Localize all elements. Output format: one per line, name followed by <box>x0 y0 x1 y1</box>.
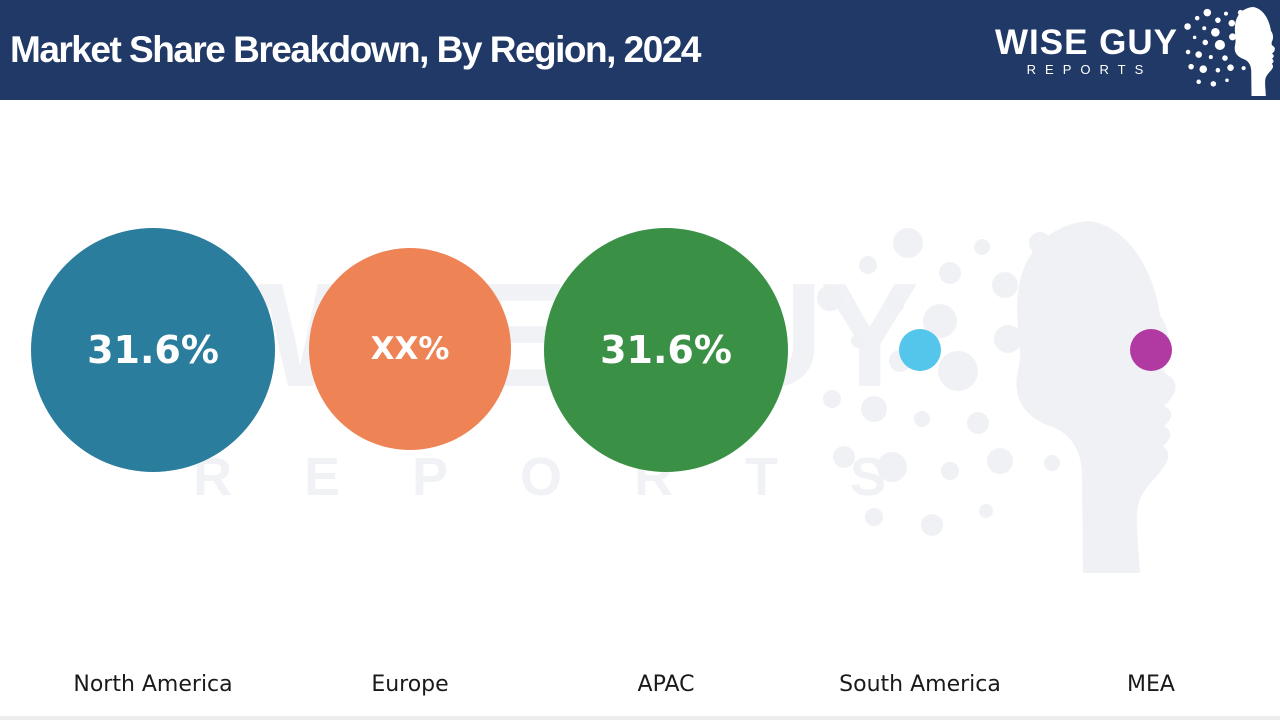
logo-subtitle: REPORTS <box>1026 61 1153 77</box>
logo-head-icon <box>1184 6 1275 96</box>
axis-label-north-america: North America <box>73 672 233 697</box>
axis-label-south-america: South America <box>839 672 1001 697</box>
axis-label-apac: APAC <box>637 672 695 697</box>
watermark-text-reports: REPORTS <box>193 447 959 507</box>
bubble-mea <box>1130 329 1172 371</box>
bubble-north-america: 31.6% <box>31 228 275 472</box>
bubble-value-label: XX% <box>370 331 450 367</box>
bubble-europe: XX% <box>309 248 511 450</box>
bubble-apac: 31.6% <box>544 228 788 472</box>
bubble-value-label: 31.6% <box>600 328 732 372</box>
wise-guy-logo: WISE GUY REPORTS <box>995 0 1276 100</box>
watermark-head-icon <box>817 221 1176 573</box>
logo-name: WISE GUY <box>994 22 1178 62</box>
header: Market Share Breakdown, By Region, 2024 … <box>0 0 1280 100</box>
bubble-south-america <box>899 329 941 371</box>
bubble-value-label: 31.6% <box>87 328 219 372</box>
page-title: Market Share Breakdown, By Region, 2024 <box>10 29 702 70</box>
bottom-border <box>0 716 1280 720</box>
axis-label-mea: MEA <box>1127 672 1175 697</box>
logo-text: WISE GUY REPORTS <box>995 25 1178 76</box>
axis-label-europe: Europe <box>371 672 449 697</box>
